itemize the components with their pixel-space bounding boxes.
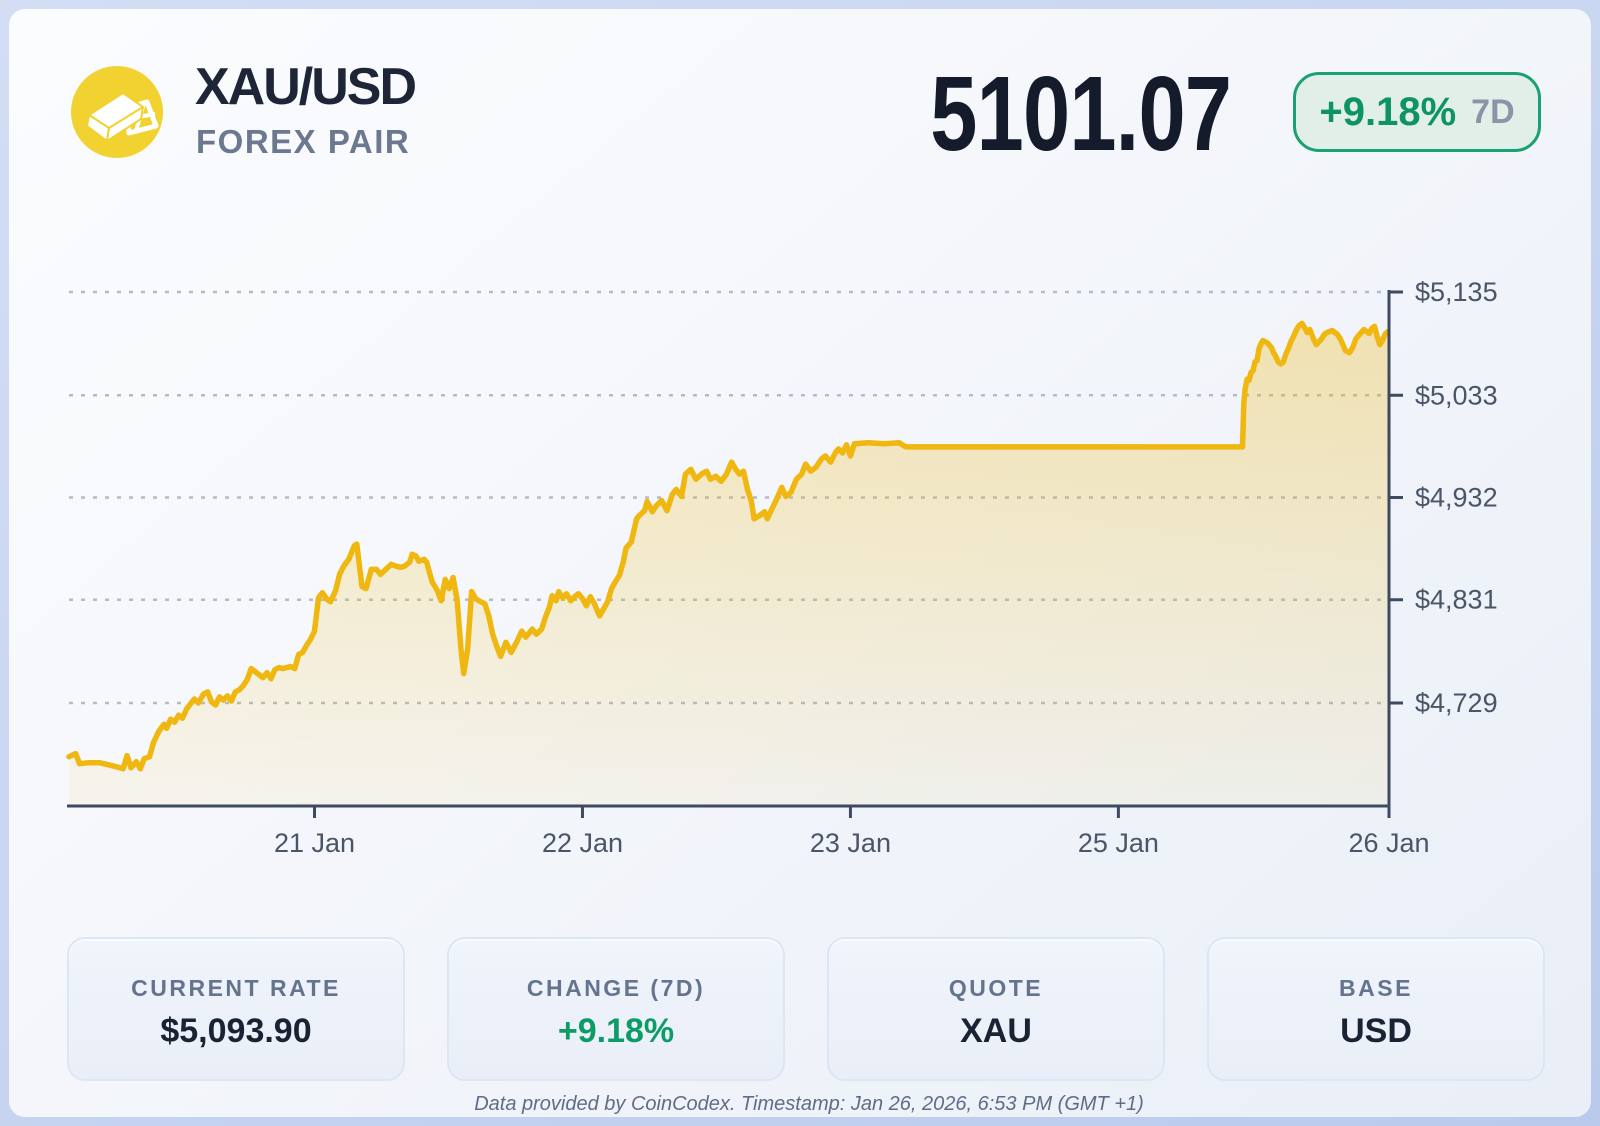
change-badge[interactable]: +9.18% 7D [1293, 72, 1541, 152]
stat-card-base: BASE USD [1207, 937, 1545, 1081]
x-tick-label: 23 Jan [810, 828, 891, 858]
pair-title: XAU/USD [195, 58, 417, 116]
current-price: 5101.07 [930, 55, 1232, 173]
x-tick-label: 25 Jan [1078, 828, 1159, 858]
widget-panel: XAU/USD FOREX PAIR 5101.07 +9.18% 7D $5,… [9, 9, 1591, 1117]
rate-chart[interactable]: $5,135 $5,033 $4,932 $4,831 $4,729 21 Jan 22 J… [9, 9, 1591, 1117]
stat-value: USD [1340, 1011, 1412, 1050]
change-period: 7D [1471, 93, 1515, 131]
stat-value: $5,093.90 [160, 1011, 312, 1050]
stat-label: QUOTE [948, 974, 1044, 1001]
stat-label: CURRENT RATE [131, 974, 341, 1001]
rate-area [69, 323, 1388, 806]
stat-value: XAU [960, 1011, 1032, 1050]
y-tick-label: $4,932 [1415, 483, 1498, 513]
x-tick-label: 21 Jan [274, 828, 355, 858]
current-price-wrap: 5101.07 [855, 44, 1232, 184]
rate-line [66, 320, 1391, 772]
stat-card-quote: QUOTE XAU [827, 937, 1165, 1081]
stat-card-change-7d: CHANGE (7D) +9.18% [447, 937, 785, 1081]
stat-label: CHANGE (7D) [526, 974, 706, 1001]
stats-row: CURRENT RATE $5,093.90 CHANGE (7D) +9.18… [67, 937, 1545, 1081]
gold-bars-icon [71, 66, 163, 158]
change-percent: +9.18% [1319, 90, 1457, 134]
y-tick-label: $4,831 [1415, 585, 1498, 615]
x-tick-label: 22 Jan [542, 828, 623, 858]
y-tick-label: $5,135 [1415, 277, 1498, 307]
stat-value: +9.18% [557, 1011, 675, 1050]
footer-attribution: Data provided by CoinCodex. Timestamp: J… [474, 1093, 1144, 1115]
y-tick-label: $4,729 [1415, 688, 1498, 718]
y-tick-label: $5,033 [1415, 380, 1498, 410]
pair-type-label: FOREX PAIR [196, 123, 411, 160]
stat-label: BASE [1339, 974, 1413, 1001]
stat-card-current-rate: CURRENT RATE $5,093.90 [67, 937, 405, 1081]
x-tick-label: 26 Jan [1348, 828, 1429, 858]
